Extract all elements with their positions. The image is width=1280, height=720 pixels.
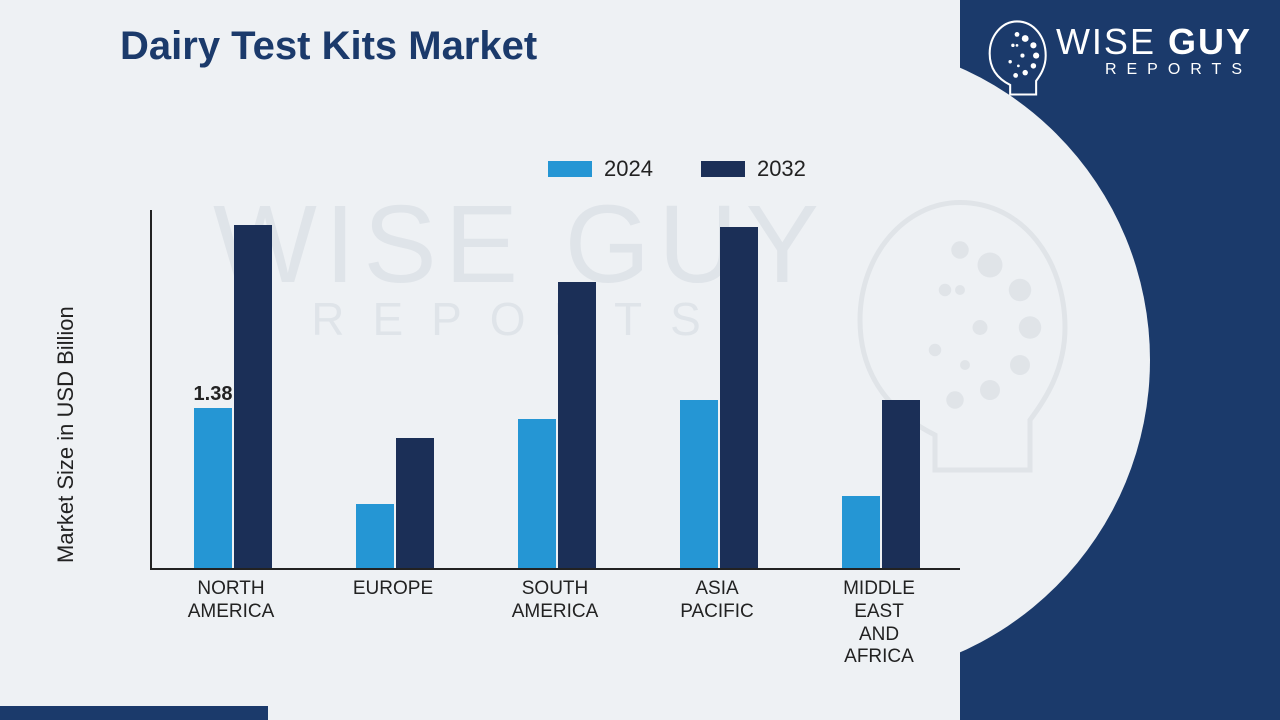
bar-2024	[518, 419, 556, 568]
brand-line2: REPORTS	[1056, 62, 1252, 78]
bar-2032	[234, 225, 272, 568]
brand-head-icon	[982, 18, 1052, 100]
x-axis-category-label: MIDDLEEASTANDAFRICA	[809, 578, 949, 669]
brand-line1: WISE GUY	[1056, 24, 1252, 60]
brand-logo: WISE GUY REPORTS	[1056, 24, 1252, 78]
x-axis-category-label: SOUTHAMERICA	[485, 578, 625, 624]
chart-title: Dairy Test Kits Market	[120, 24, 537, 69]
x-axis-category-label: EUROPE	[323, 578, 463, 601]
bar-2032	[558, 282, 596, 568]
bar-value-label: 1.38	[194, 383, 233, 406]
bar-2032	[720, 227, 758, 568]
legend-swatch-2032	[701, 161, 745, 177]
chart-area: Market Size in USD Billion 1.38 NORTHAME…	[90, 210, 960, 680]
y-axis-label: Market Size in USD Billion	[53, 306, 79, 563]
bar-2032	[396, 438, 434, 568]
bar-2032	[882, 400, 920, 568]
legend-label-2024: 2024	[604, 156, 653, 182]
x-axis-labels: NORTHAMERICA EUROPE SOUTHAMERICA ASIAPACIFI…	[150, 578, 960, 678]
legend-label-2032: 2032	[757, 156, 806, 182]
legend-swatch-2024	[548, 161, 592, 177]
x-axis-category-label: ASIAPACIFIC	[647, 578, 787, 624]
legend-item-2032: 2032	[701, 156, 806, 182]
bar-2024	[680, 400, 718, 568]
bar-2024	[356, 504, 394, 568]
bottom-accent-bar	[0, 706, 268, 720]
x-axis-category-label: NORTHAMERICA	[161, 578, 301, 624]
chart-plot: 1.38	[150, 210, 960, 570]
legend-item-2024: 2024	[548, 156, 653, 182]
bar-2024	[194, 408, 232, 568]
chart-legend: 2024 2032	[548, 156, 806, 182]
bar-2024	[842, 496, 880, 568]
